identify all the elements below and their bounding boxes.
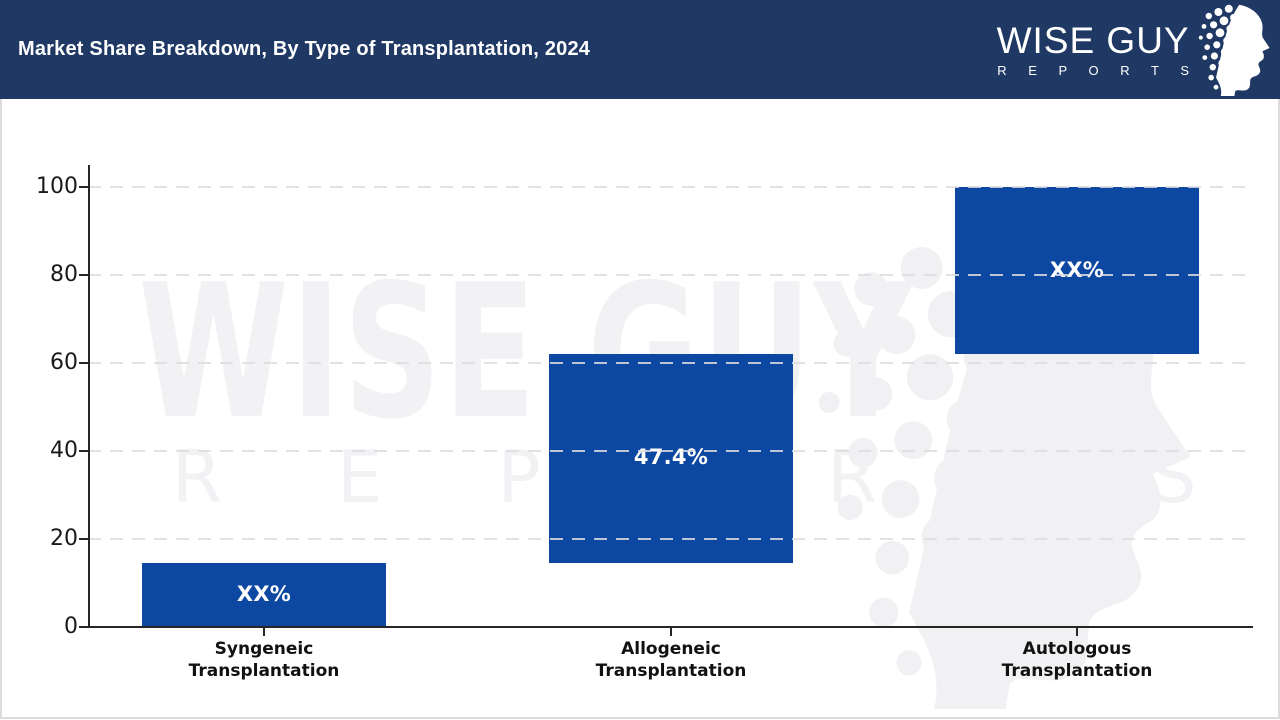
y-tick-label: 40	[50, 438, 78, 463]
header-bar: Market Share Breakdown, By Type of Trans…	[0, 0, 1280, 99]
y-axis-line	[88, 165, 90, 628]
bar-value-label: 47.4%	[633, 445, 709, 470]
x-axis-line	[87, 626, 1253, 628]
y-tick-mark	[79, 362, 88, 364]
y-tick-mark	[79, 274, 88, 276]
y-tick-label: 100	[36, 174, 78, 199]
x-category-label-allogeneic: Allogeneic Transplantation	[595, 639, 747, 681]
logo-subtitle: R E P O R T S	[997, 62, 1198, 78]
y-tick-label: 80	[50, 262, 78, 287]
page-title: Market Share Breakdown, By Type of Trans…	[18, 38, 591, 60]
bar-allogeneic: 47.4%	[549, 354, 793, 563]
y-tick-mark	[79, 626, 88, 628]
logo-wordmark: WISE GUY	[996, 19, 1190, 61]
bar-autologous: XX%	[955, 187, 1199, 355]
x-tick-mark	[263, 628, 265, 636]
bar-syngeneic: XX%	[142, 562, 386, 627]
bar-value-label: XX%	[236, 581, 292, 606]
wiseguy-face-icon	[1192, 4, 1272, 96]
y-tick-label: 60	[50, 350, 78, 375]
y-tick-mark	[79, 186, 88, 188]
x-category-label-syngeneic: Syngeneic Transplantation	[188, 639, 340, 681]
x-category-label-autologous: Autologous Transplantation	[1001, 639, 1153, 681]
x-tick-mark	[1076, 628, 1078, 636]
x-tick-mark	[670, 628, 672, 636]
wiseguy-logo: WISE GUY R E P O R T S	[988, 3, 1272, 96]
y-tick-mark	[79, 450, 88, 452]
wiseguy-logo-text: WISE GUY R E P O R T S	[988, 22, 1198, 78]
y-tick-label: 20	[50, 526, 78, 551]
bar-value-label: XX%	[1049, 257, 1105, 282]
y-tick-mark	[79, 538, 88, 540]
y-tick-label: 0	[64, 614, 78, 639]
